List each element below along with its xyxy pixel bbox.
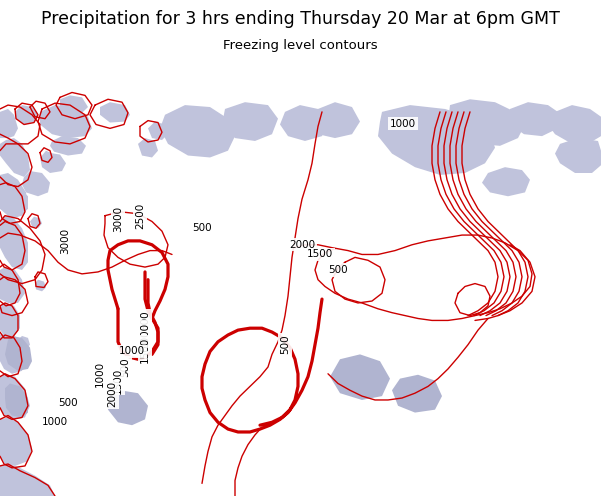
Polygon shape <box>0 303 20 335</box>
Polygon shape <box>50 136 86 156</box>
Polygon shape <box>0 464 55 496</box>
Text: 3000: 3000 <box>113 205 123 232</box>
Polygon shape <box>18 336 30 350</box>
Polygon shape <box>160 105 235 157</box>
Text: Precipitation for 3 hrs ending Thursday 20 Mar at 6pm GMT: Precipitation for 3 hrs ending Thursday … <box>41 10 560 28</box>
Text: Freezing level contours: Freezing level contours <box>223 39 378 52</box>
Polygon shape <box>0 267 25 303</box>
Text: 500: 500 <box>140 310 150 330</box>
Polygon shape <box>108 390 148 425</box>
Text: 1000: 1000 <box>95 361 105 387</box>
Text: 500: 500 <box>192 223 212 233</box>
Text: 500: 500 <box>120 357 130 377</box>
Polygon shape <box>40 153 66 173</box>
Text: 1500: 1500 <box>307 249 333 259</box>
Text: 3000: 3000 <box>60 228 70 254</box>
Text: 500: 500 <box>280 335 290 355</box>
Text: 2000: 2000 <box>289 240 315 250</box>
Polygon shape <box>0 332 26 374</box>
Text: 2500: 2500 <box>135 202 145 229</box>
Text: 1000: 1000 <box>119 347 145 357</box>
Polygon shape <box>0 138 30 177</box>
Polygon shape <box>510 102 562 136</box>
Polygon shape <box>222 102 278 141</box>
Polygon shape <box>40 105 92 138</box>
Text: 500: 500 <box>58 398 78 408</box>
Polygon shape <box>138 138 158 157</box>
Polygon shape <box>330 354 390 400</box>
Polygon shape <box>60 95 88 113</box>
Polygon shape <box>0 173 28 219</box>
Polygon shape <box>22 171 50 196</box>
Polygon shape <box>5 383 28 418</box>
Polygon shape <box>5 336 32 371</box>
Polygon shape <box>555 138 601 173</box>
Polygon shape <box>548 105 601 144</box>
Text: 1500: 1500 <box>140 336 150 363</box>
Polygon shape <box>0 185 28 216</box>
Polygon shape <box>0 374 30 420</box>
Polygon shape <box>482 167 530 196</box>
Polygon shape <box>148 122 168 140</box>
Polygon shape <box>30 217 42 228</box>
Polygon shape <box>280 105 328 141</box>
Polygon shape <box>35 280 46 291</box>
Polygon shape <box>0 109 18 138</box>
Text: 1500: 1500 <box>113 368 123 394</box>
Polygon shape <box>312 102 360 138</box>
Polygon shape <box>42 151 54 163</box>
Polygon shape <box>15 105 38 124</box>
Text: 2000: 2000 <box>107 381 117 407</box>
Text: 1000: 1000 <box>42 417 68 427</box>
Text: 1000: 1000 <box>390 119 416 128</box>
Polygon shape <box>448 99 525 146</box>
Polygon shape <box>0 418 32 466</box>
Polygon shape <box>392 375 442 413</box>
Polygon shape <box>0 216 28 270</box>
Text: 500: 500 <box>328 265 348 275</box>
Polygon shape <box>378 105 495 175</box>
Polygon shape <box>100 102 130 123</box>
Text: 1000: 1000 <box>140 322 150 348</box>
